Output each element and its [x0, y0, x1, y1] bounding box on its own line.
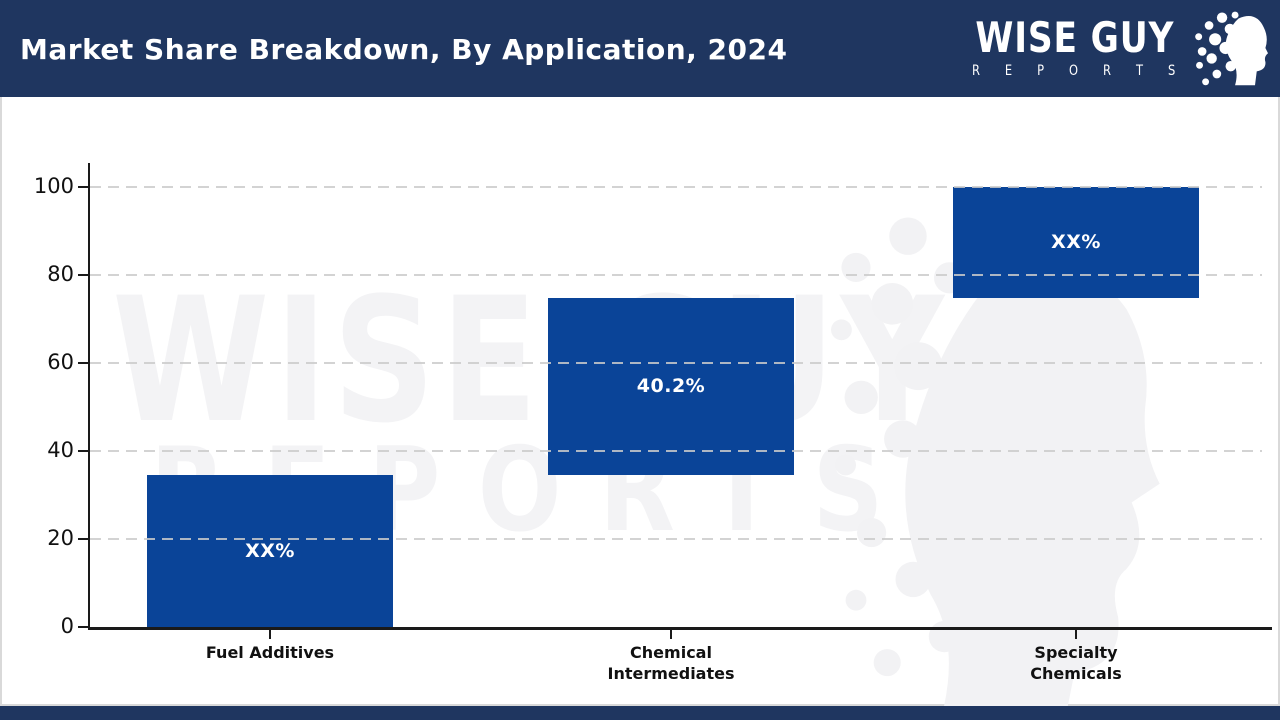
bar-value-label: XX%: [1051, 231, 1101, 254]
y-tick-label: 80: [47, 261, 74, 286]
y-tick-mark: [78, 626, 88, 628]
bar-chemical-intermediates: 40.2%: [548, 297, 794, 476]
x-tick-label: Fuel Additives: [110, 642, 430, 663]
bar-value-label: XX%: [245, 540, 295, 562]
y-tick-label: 20: [47, 525, 74, 550]
x-tick-label: Specialty Chemicals: [916, 642, 1236, 684]
bar-value-label: 40.2%: [636, 375, 706, 398]
x-tick-label-line: Chemical: [630, 643, 712, 662]
x-tick-mark: [269, 630, 271, 639]
gridline: [90, 361, 1262, 364]
header-bar: Market Share Breakdown, By Application, …: [0, 0, 1280, 97]
brand-logo-text: WISE GUY R E P O R T S: [964, 13, 1186, 80]
footer-bar: [0, 706, 1280, 720]
gridline: [90, 537, 1262, 540]
bar-fuel-additives: XX%: [147, 475, 393, 627]
y-tick-label: 60: [47, 349, 74, 374]
chart-canvas: WISE GUY REPORTS 0 20 40 60 80 100 XX% Fuel Add…: [0, 97, 1280, 706]
x-tick-mark: [1075, 630, 1077, 639]
y-tick-mark: [78, 449, 88, 452]
gridline: [90, 273, 1262, 276]
brand-face-icon: [1195, 11, 1268, 86]
y-tick-label: 100: [33, 173, 74, 198]
gridline: [90, 185, 1262, 188]
gridline: [90, 449, 1262, 452]
y-tick-mark: [78, 273, 88, 276]
x-tick-label-line: Specialty: [1034, 643, 1118, 662]
y-tick-mark: [78, 361, 88, 364]
y-axis-line: [88, 163, 90, 629]
y-tick-mark: [78, 185, 88, 188]
x-tick-label-line: Intermediates: [607, 664, 735, 683]
x-tick-label-line: Chemicals: [1030, 664, 1122, 683]
x-tick-mark: [670, 630, 672, 639]
bar-specialty-chemicals: XX%: [953, 186, 1199, 298]
brand-subtitle: R E P O R T S: [972, 63, 1186, 79]
x-tick-label: Chemical Intermediates: [511, 642, 831, 684]
right-frame-border: [1278, 97, 1280, 706]
x-axis-line: [88, 627, 1272, 630]
y-tick-label: 40: [47, 437, 74, 462]
y-tick-label: 0: [60, 614, 74, 638]
y-tick-mark: [78, 537, 88, 540]
left-frame-border: [0, 97, 2, 706]
brand-name: WISE GUY: [975, 13, 1175, 62]
x-tick-label-line: Fuel Additives: [205, 643, 335, 662]
bottom-hairline: [0, 704, 1280, 706]
brand-logo: WISE GUY R E P O R T S: [915, 8, 1268, 88]
page-title: Market Share Breakdown, By Application, …: [20, 33, 788, 66]
